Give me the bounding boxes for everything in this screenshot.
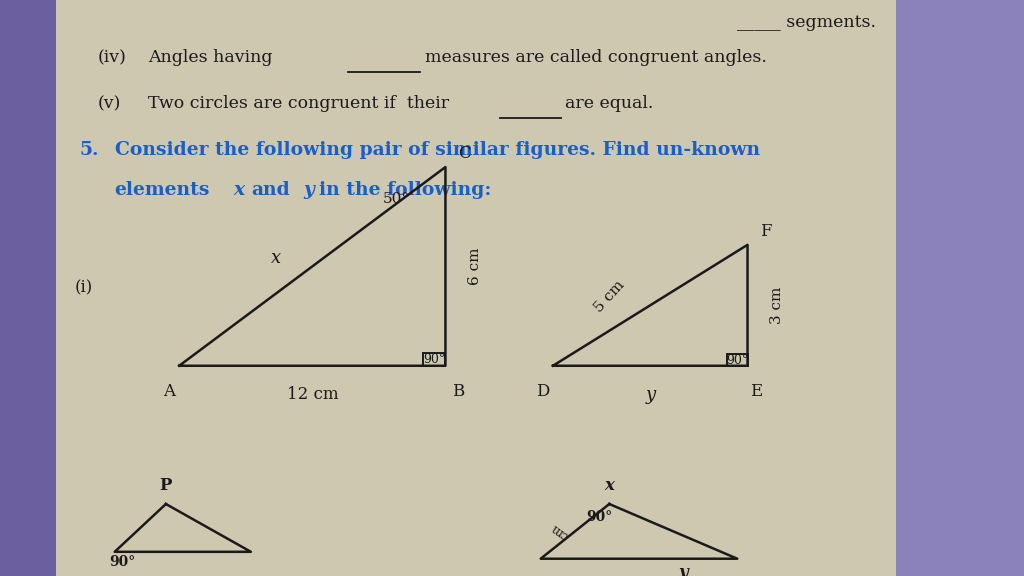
Text: in the following:: in the following: [319, 181, 492, 199]
Text: 90°: 90° [110, 555, 136, 569]
Bar [0, 0, 56, 576]
Text: 6 cm: 6 cm [468, 248, 482, 285]
Text: A: A [163, 383, 175, 400]
Text: elements: elements [115, 181, 210, 199]
Text: 5.: 5. [80, 141, 99, 159]
Text: (i): (i) [75, 279, 93, 297]
Text: 90°: 90° [586, 510, 612, 524]
Text: y: y [303, 181, 314, 199]
Text: y: y [679, 564, 688, 576]
Text: (v): (v) [97, 95, 121, 112]
Text: measures are called congruent angles.: measures are called congruent angles. [425, 49, 767, 66]
Text: x: x [271, 249, 282, 267]
Text: 90°: 90° [423, 353, 445, 366]
Text: 3 cm: 3 cm [770, 287, 784, 324]
Text: y: y [645, 386, 655, 404]
Text: and: and [251, 181, 290, 199]
Text: x: x [604, 476, 614, 494]
Text: P: P [160, 476, 172, 494]
Text: 12 cm: 12 cm [287, 386, 338, 403]
Text: F: F [760, 223, 771, 240]
Text: cm: cm [548, 521, 571, 542]
Text: Angles having: Angles having [148, 49, 273, 66]
Text: are equal.: are equal. [565, 95, 653, 112]
Text: _____ segments.: _____ segments. [737, 14, 877, 32]
Text: Two circles are congruent if  their: Two circles are congruent if their [148, 95, 450, 112]
Text: B: B [452, 383, 464, 400]
Text: x: x [233, 181, 245, 199]
Text: 5 cm: 5 cm [592, 278, 627, 315]
Text: D: D [536, 383, 550, 400]
Text: C: C [458, 145, 470, 162]
Text: 90°: 90° [726, 354, 749, 366]
Text: 50°: 50° [383, 192, 410, 206]
Text: E: E [750, 383, 762, 400]
Bar [896, 0, 1024, 576]
Text: Consider the following pair of similar figures. Find un-known: Consider the following pair of similar f… [115, 141, 760, 159]
Text: (iv): (iv) [97, 49, 126, 66]
